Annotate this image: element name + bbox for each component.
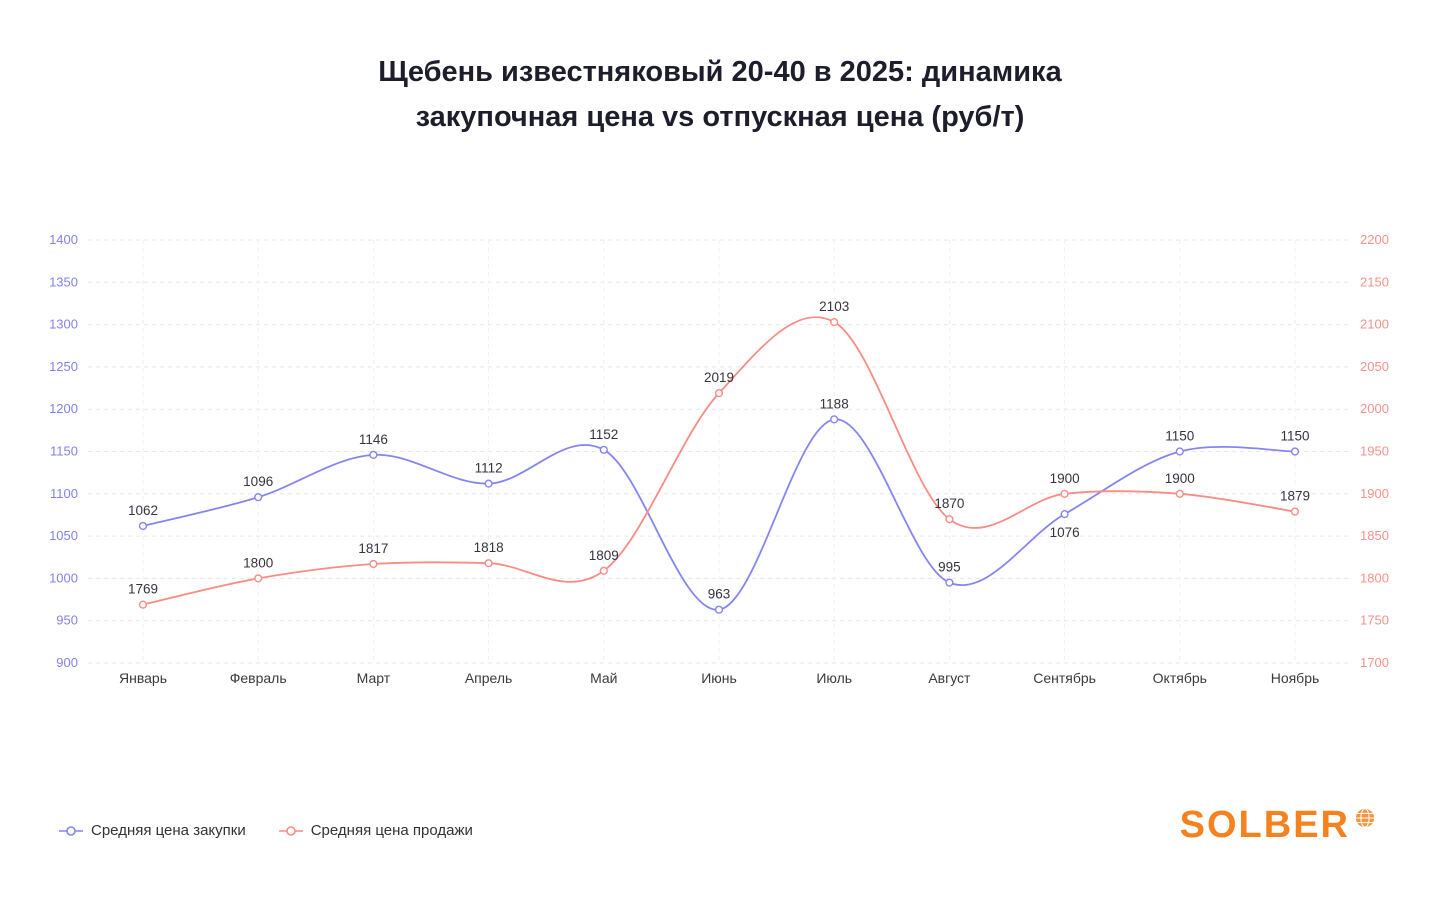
svg-text:2050: 2050 — [1360, 359, 1389, 374]
svg-text:1076: 1076 — [1050, 525, 1080, 540]
svg-text:1900: 1900 — [1165, 471, 1195, 486]
svg-text:Август: Август — [928, 670, 971, 686]
svg-text:2103: 2103 — [819, 299, 849, 314]
price-trend-chart: 900 1700 950 1750 1000 1800 1050 1850 1100 1900 11… — [49, 232, 1389, 686]
chart-title-line1: Щебень известняковый 20-40 в 2025: динам… — [378, 56, 1062, 88]
svg-text:1150: 1150 — [1165, 429, 1194, 444]
svg-text:Май: Май — [590, 670, 617, 686]
svg-text:1900: 1900 — [1360, 486, 1389, 501]
solber-logo: SOLBER — [1180, 806, 1376, 844]
svg-text:1150: 1150 — [50, 444, 78, 459]
svg-text:1900: 1900 — [1050, 471, 1080, 486]
svg-text:Сентябрь: Сентябрь — [1033, 670, 1096, 686]
svg-text:1400: 1400 — [49, 232, 78, 247]
legend-item-sale-price[interactable]: Средняя цена продажи — [278, 822, 473, 839]
legend-label-sale-price: Средняя цена продажи — [310, 822, 473, 839]
chart-title: Щебень известняковый 20-40 в 2025: динам… — [0, 50, 1440, 140]
svg-text:1870: 1870 — [934, 496, 964, 511]
svg-text:1100: 1100 — [50, 486, 78, 501]
svg-text:1096: 1096 — [243, 474, 273, 489]
svg-text:1800: 1800 — [1360, 570, 1389, 585]
purchase-line-marker-icon — [59, 825, 83, 836]
svg-text:1750: 1750 — [1360, 613, 1389, 628]
svg-text:1800: 1800 — [243, 555, 273, 570]
svg-text:1152: 1152 — [589, 427, 618, 442]
svg-text:900: 900 — [56, 655, 78, 670]
sale-line-marker-icon — [278, 825, 303, 836]
svg-text:1817: 1817 — [358, 541, 388, 556]
svg-text:Апрель: Апрель — [465, 670, 513, 686]
chart-legend: Средняя цена закупки Средняя цена продаж… — [58, 822, 473, 839]
svg-text:1000: 1000 — [49, 570, 78, 585]
solber-logo-text: SOLBER — [1179, 804, 1350, 846]
svg-text:1300: 1300 — [49, 317, 78, 332]
svg-text:1050: 1050 — [49, 528, 78, 543]
svg-text:1700: 1700 — [1360, 655, 1389, 670]
svg-text:Март: Март — [357, 670, 391, 686]
svg-text:Июнь: Июнь — [701, 670, 737, 686]
legend-label-purchase-price: Средняя цена закупки — [91, 822, 246, 839]
svg-text:2100: 2100 — [1360, 317, 1389, 332]
svg-text:995: 995 — [938, 560, 961, 575]
globe-icon — [1355, 808, 1375, 828]
svg-text:Ноябрь: Ноябрь — [1271, 670, 1320, 686]
svg-text:1146: 1146 — [359, 432, 388, 447]
svg-text:1150: 1150 — [1280, 429, 1309, 444]
svg-text:2200: 2200 — [1360, 232, 1389, 247]
svg-text:1879: 1879 — [1280, 489, 1310, 504]
svg-text:1350: 1350 — [49, 274, 78, 289]
svg-text:1200: 1200 — [49, 401, 78, 416]
svg-text:Июль: Июль — [816, 670, 852, 686]
svg-text:1062: 1062 — [128, 503, 158, 518]
svg-text:Февраль: Февраль — [230, 670, 287, 686]
svg-text:1818: 1818 — [474, 540, 504, 555]
svg-text:950: 950 — [56, 613, 78, 628]
svg-text:1769: 1769 — [128, 582, 158, 597]
svg-text:2000: 2000 — [1360, 401, 1389, 416]
svg-text:Октябрь: Октябрь — [1153, 670, 1207, 686]
svg-text:2019: 2019 — [704, 370, 734, 385]
svg-text:963: 963 — [708, 587, 731, 602]
svg-text:2150: 2150 — [1360, 274, 1389, 289]
svg-text:1112: 1112 — [475, 461, 503, 476]
svg-text:1188: 1188 — [820, 396, 849, 411]
svg-text:1850: 1850 — [1360, 528, 1389, 543]
svg-text:1950: 1950 — [1360, 444, 1389, 459]
svg-text:1809: 1809 — [589, 548, 619, 563]
svg-text:1250: 1250 — [49, 359, 78, 374]
chart-title-line2: закупочная цена vs отпускная цена (руб/т… — [415, 100, 1025, 133]
legend-item-purchase-price[interactable]: Средняя цена закупки — [58, 822, 246, 839]
svg-text:Январь: Январь — [119, 670, 167, 686]
